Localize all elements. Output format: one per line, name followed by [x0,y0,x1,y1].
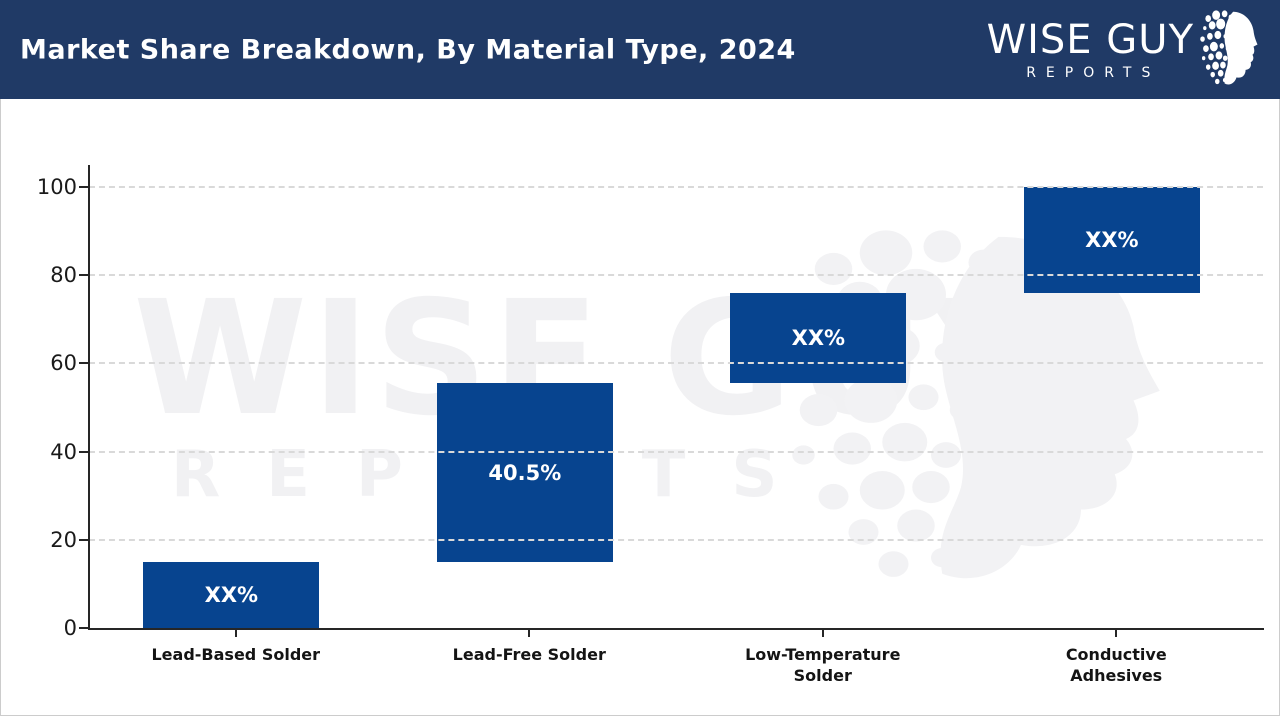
x-tick-mark [1115,630,1118,637]
gridline [89,450,1263,453]
bar: XX% [1023,187,1200,293]
gridline [89,362,1263,365]
logo-name: WISE GUY [986,16,1194,63]
y-tick-label: 60 [50,351,77,376]
bar: 40.5% [436,383,613,562]
waterfall-chart: 0 20 40 60 80 100 XX% Lead-Based Solder 40.5% Lea… [1,99,1279,715]
y-tick-label: 80 [50,263,77,288]
y-tick-label: 0 [63,616,77,640]
x-axis-label: Lead-Based Solder [151,645,321,664]
bar-value-label: XX% [204,582,259,607]
x-tick-mark [234,630,237,637]
bar-value-label: 40.5% [488,460,562,485]
y-tick-mark [79,274,89,277]
gridline [89,538,1263,541]
y-tick-mark [79,186,89,188]
chart-canvas: WISE GUY REPORTS 020406080100XX%Lead-Bas… [0,99,1280,716]
y-tick-mark [79,362,89,365]
y-tick-mark [79,538,89,541]
logo-subtitle: REPORTS [1026,64,1161,81]
bar: XX% [730,292,907,384]
x-axis-label: Low-Temperature Solder [745,645,901,685]
logo-text: WISE GUY REPORTS [987,20,1194,81]
wise-guy-reports-logo: WISE GUY REPORTS [987,7,1266,93]
gridline [89,186,1263,188]
bar-value-label: XX% [791,326,846,351]
gridline [89,274,1263,277]
y-axis-line [88,165,90,630]
y-tick-label: 100 [36,175,77,199]
y-tick-mark [79,627,89,629]
x-tick-mark [528,630,531,637]
y-tick-mark [79,450,89,453]
x-tick-mark [821,630,824,637]
x-axis-line [88,628,1264,630]
bar: XX% [143,561,320,628]
y-tick-label: 40 [50,439,77,464]
x-axis-label: Lead-Free Solder [452,645,606,664]
dotted-face-profile-icon [1200,10,1258,85]
header-bar: Market Share Breakdown, By Material Type… [0,0,1280,99]
bar-value-label: XX% [1085,227,1139,252]
y-tick-label: 20 [50,527,77,552]
x-axis-label: Conductive Adhesives [1065,645,1167,685]
chart-title: Market Share Breakdown, By Material Type… [20,34,796,65]
